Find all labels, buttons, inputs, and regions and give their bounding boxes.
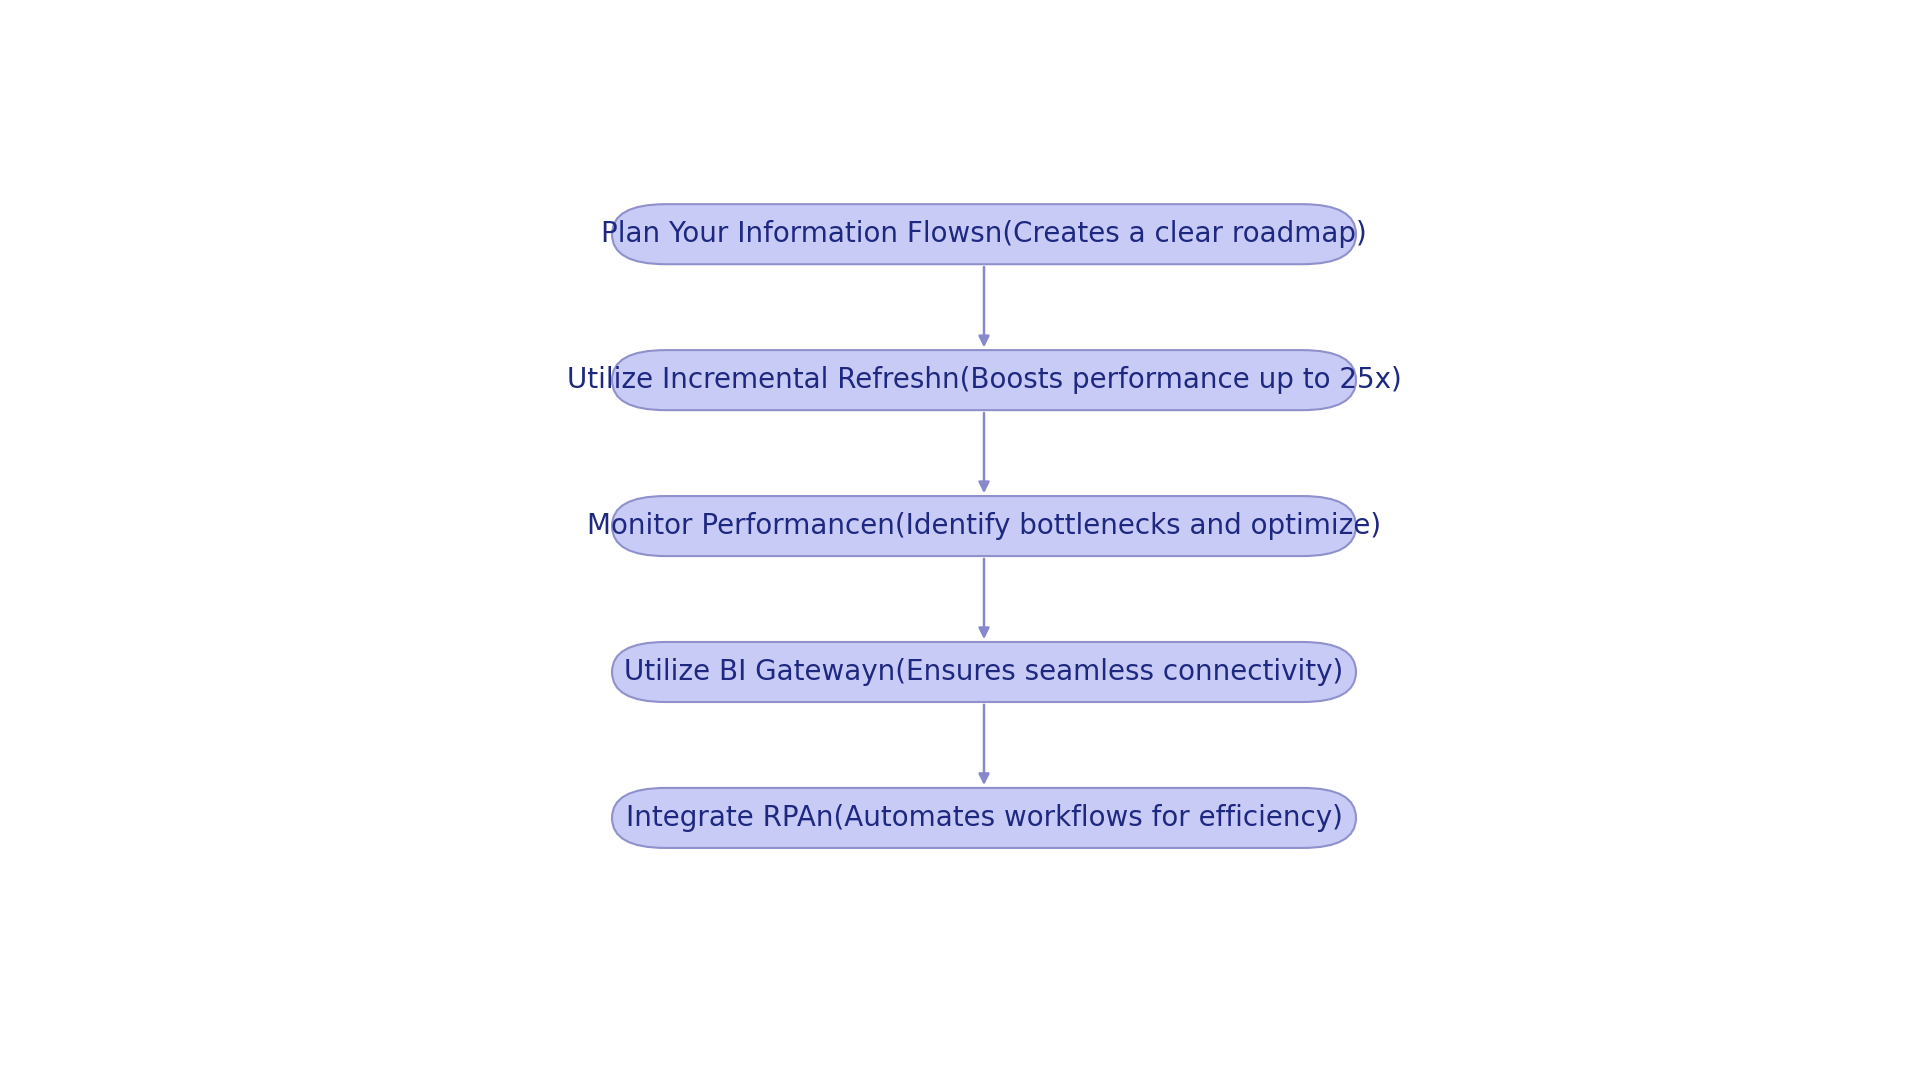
FancyBboxPatch shape: [612, 350, 1356, 410]
FancyBboxPatch shape: [612, 496, 1356, 556]
FancyBboxPatch shape: [612, 205, 1356, 264]
Text: Utilize Incremental Refreshn(Boosts performance up to 25x): Utilize Incremental Refreshn(Boosts perf…: [566, 366, 1402, 394]
FancyBboxPatch shape: [612, 642, 1356, 702]
Text: Plan Your Information Flowsn(Creates a clear roadmap): Plan Your Information Flowsn(Creates a c…: [601, 220, 1367, 248]
Text: Integrate RPAn(Automates workflows for efficiency): Integrate RPAn(Automates workflows for e…: [626, 804, 1342, 832]
FancyBboxPatch shape: [612, 788, 1356, 848]
Text: Utilize BI Gatewayn(Ensures seamless connectivity): Utilize BI Gatewayn(Ensures seamless con…: [624, 658, 1344, 686]
Text: Monitor Performancen(Identify bottlenecks and optimize): Monitor Performancen(Identify bottleneck…: [588, 512, 1380, 540]
